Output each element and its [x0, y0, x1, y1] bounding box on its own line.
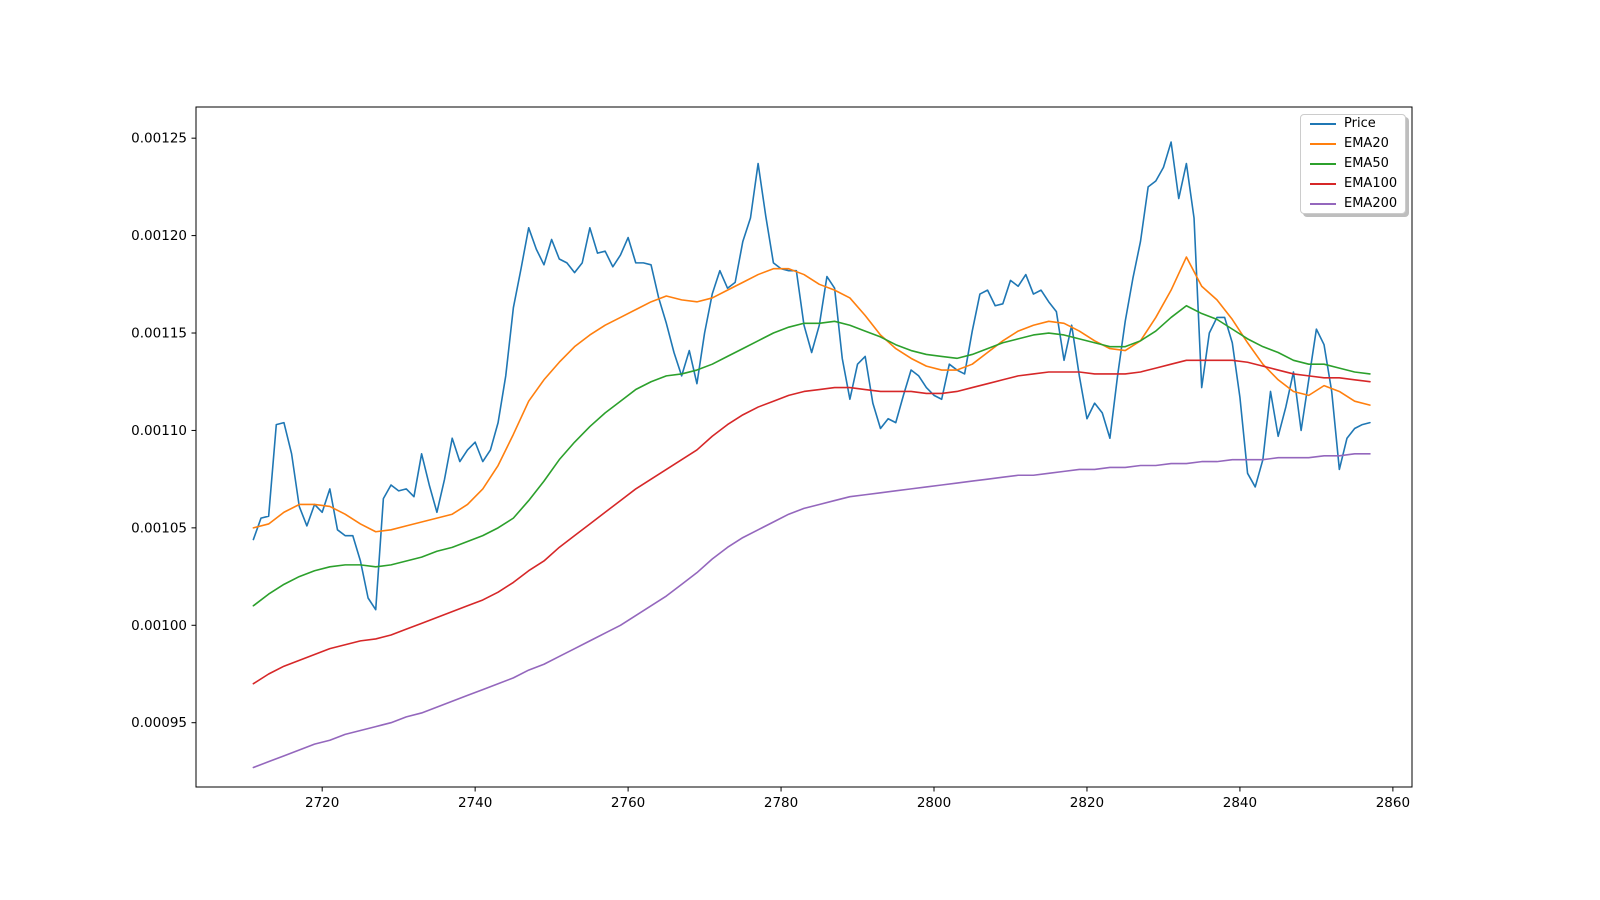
x-axis-tick-label: 2780 [764, 795, 798, 811]
y-axis-tick-label: 0.00095 [131, 715, 187, 731]
legend-label-price: Price [1344, 116, 1376, 131]
legend-item-ema100: EMA100 [1301, 174, 1405, 194]
ema100-line [252, 359, 1371, 685]
y-axis-tick-label: 0.00105 [131, 520, 187, 536]
ema50-line [252, 304, 1371, 607]
y-axis-tick-label: 0.00125 [131, 131, 187, 147]
x-axis-tick-label: 2740 [458, 795, 492, 811]
x-axis-tick-label: 2860 [1376, 795, 1410, 811]
legend-item-price: Price [1301, 114, 1405, 134]
legend-item-ema200: EMA200 [1301, 194, 1405, 214]
y-axis-tick-label: 0.00120 [131, 228, 187, 244]
legend-label-ema200: EMA200 [1344, 196, 1398, 211]
legend: Price EMA20 EMA50 EMA100 EMA200 [1300, 114, 1406, 214]
x-axis-tick-label: 2840 [1223, 795, 1257, 811]
legend-item-ema50: EMA50 [1301, 154, 1405, 174]
ema100-line-swatch [1310, 183, 1336, 185]
legend-label-ema20: EMA20 [1344, 136, 1389, 151]
x-axis-tick-label: 2820 [1070, 795, 1104, 811]
y-axis-tick-label: 0.00115 [131, 326, 187, 342]
price-line [252, 141, 1371, 611]
ema200-line [252, 453, 1371, 769]
ema200-line-swatch [1310, 203, 1336, 205]
x-axis-tick-label: 2800 [917, 795, 951, 811]
ema20-line [252, 256, 1371, 533]
plot-frame [195, 106, 1413, 788]
legend-item-ema20: EMA20 [1301, 134, 1405, 154]
x-axis-tick-label: 2720 [305, 795, 339, 811]
y-axis-tick-label: 0.00100 [131, 618, 187, 634]
ema50-line-swatch [1310, 163, 1336, 165]
x-axis-tick-label: 2760 [611, 795, 645, 811]
legend-label-ema100: EMA100 [1344, 176, 1398, 191]
legend-label-ema50: EMA50 [1344, 156, 1389, 171]
ema20-line-swatch [1310, 143, 1336, 145]
y-axis-tick-label: 0.00110 [131, 423, 187, 439]
price-line-swatch [1310, 123, 1336, 125]
